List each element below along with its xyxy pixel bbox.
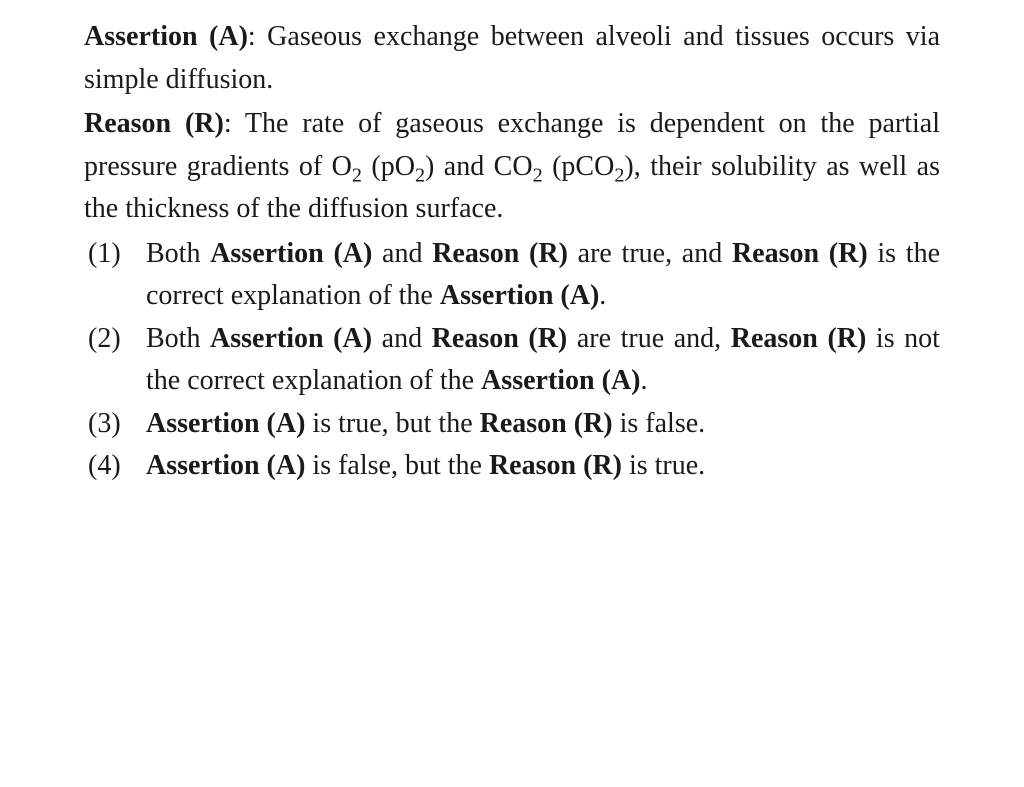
reason-paragraph: Reason (R): The rate of gaseous exchange… xyxy=(84,103,940,231)
option-1-number: (1) xyxy=(84,233,146,276)
option-4-number: (4) xyxy=(84,445,146,488)
reason-seg3: ) and CO xyxy=(425,151,533,182)
option-1-b2: Reason (R) xyxy=(432,238,568,269)
reason-sub2: 2 xyxy=(415,164,425,186)
options-list: (1) Both Assertion (A) and Reason (R) ar… xyxy=(84,233,940,488)
option-1-text: Both Assertion (A) and Reason (R) are tr… xyxy=(146,233,940,318)
question-page: Assertion (A): Gaseous exchange between … xyxy=(0,0,1024,787)
option-2-b2: Reason (R) xyxy=(432,323,568,354)
option-2-t1: Both xyxy=(146,323,210,354)
assertion-colon: : xyxy=(248,21,267,52)
option-4: (4) Assertion (A) is false, but the Reas… xyxy=(84,445,940,488)
option-1-t1: Both xyxy=(146,238,210,269)
option-1-b4: Assertion (A) xyxy=(440,280,599,311)
option-4-text: Assertion (A) is false, but the Reason (… xyxy=(146,445,940,488)
option-2-t3: are true and, xyxy=(567,323,731,354)
option-2-t2: and xyxy=(372,323,432,354)
option-2: (2) Both Assertion (A) and Reason (R) ar… xyxy=(84,318,940,403)
option-3-text: Assertion (A) is true, but the Reason (R… xyxy=(146,403,940,446)
option-1-b1: Assertion (A) xyxy=(210,238,372,269)
reason-label: Reason (R) xyxy=(84,108,224,139)
reason-sub3: 2 xyxy=(533,164,543,186)
assertion-label: Assertion (A) xyxy=(84,21,248,52)
assertion-paragraph: Assertion (A): Gaseous exchange between … xyxy=(84,16,940,101)
reason-seg2: (pO xyxy=(362,151,415,182)
reason-colon: : xyxy=(224,108,245,139)
option-1-t2: and xyxy=(372,238,432,269)
option-2-t5: . xyxy=(641,365,648,396)
option-1-t3: are true, and xyxy=(568,238,732,269)
option-1-t5: . xyxy=(599,280,606,311)
option-4-t2: is true. xyxy=(622,450,705,481)
reason-sub4: 2 xyxy=(614,164,624,186)
option-3-t2: is false. xyxy=(613,408,706,439)
reason-seg4: (pCO xyxy=(543,151,615,182)
option-2-text: Both Assertion (A) and Reason (R) are tr… xyxy=(146,318,940,403)
reason-sub1: 2 xyxy=(352,164,362,186)
option-3-t1: is true, but the xyxy=(305,408,479,439)
option-1: (1) Both Assertion (A) and Reason (R) ar… xyxy=(84,233,940,318)
option-2-b3: Reason (R) xyxy=(731,323,867,354)
option-2-number: (2) xyxy=(84,318,146,361)
option-2-b4: Assertion (A) xyxy=(481,365,640,396)
option-2-b1: Assertion (A) xyxy=(210,323,372,354)
option-3-b1: Assertion (A) xyxy=(146,408,305,439)
option-3-number: (3) xyxy=(84,403,146,446)
option-4-b1: Assertion (A) xyxy=(146,450,305,481)
option-3: (3) Assertion (A) is true, but the Reaso… xyxy=(84,403,940,446)
option-1-b3: Reason (R) xyxy=(732,238,868,269)
option-4-b2: Reason (R) xyxy=(489,450,622,481)
option-3-b2: Reason (R) xyxy=(480,408,613,439)
option-4-t1: is false, but the xyxy=(305,450,489,481)
